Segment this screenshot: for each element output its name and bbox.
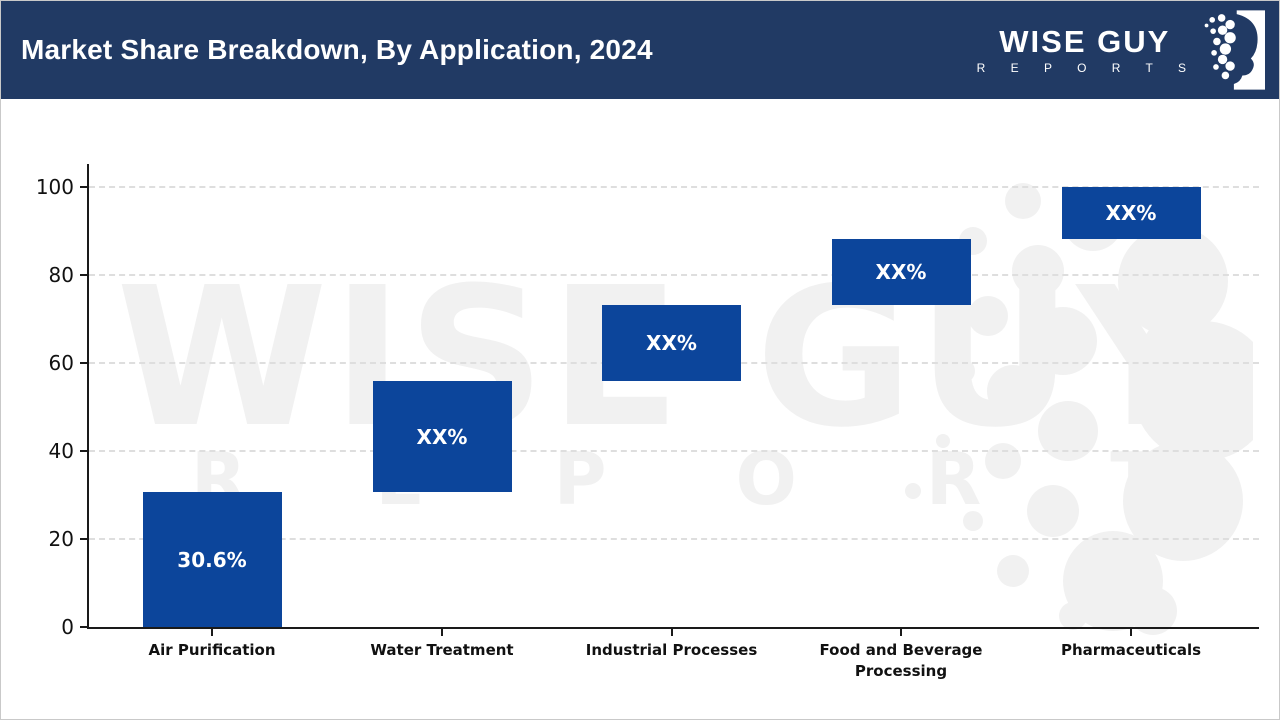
bar-value-label: XX% <box>646 331 697 356</box>
gridline-100 <box>89 186 1259 188</box>
x-category-label: Industrial Processes <box>585 641 758 659</box>
x-axis-tick-4 <box>900 629 902 636</box>
y-axis-tick-0 <box>80 626 87 628</box>
y-axis-label-40: 40 <box>48 439 74 463</box>
logo-face-icon <box>1204 10 1265 90</box>
y-axis-line <box>87 164 89 629</box>
x-category-label: Pharmaceuticals <box>1060 641 1202 659</box>
x-category-label: Water Treatment <box>370 641 514 659</box>
x-category-label: Food and Beverage Processing <box>819 641 983 680</box>
y-axis-tick-20 <box>80 538 87 540</box>
y-axis-tick-80 <box>80 274 87 276</box>
bar-air-purification: 30.6% <box>142 492 282 627</box>
bar-pharmaceuticals: XX% <box>1061 187 1201 239</box>
bar-value-label: XX% <box>1105 200 1157 225</box>
logo-subtext: R E P O R T S <box>976 61 1197 75</box>
y-axis-tick-100 <box>80 186 87 188</box>
y-axis-label-100: 100 <box>35 175 74 199</box>
y-axis-tick-40 <box>80 450 87 452</box>
bar-food-and-beverage-processing: XX% <box>831 238 971 306</box>
bar-value-label: XX% <box>875 260 927 285</box>
y-axis-label-0: 0 <box>61 615 74 639</box>
header-bar: Market Share Breakdown, By Application, … <box>1 1 1279 99</box>
x-axis-tick-2 <box>441 629 443 636</box>
x-axis-tick-1 <box>211 629 213 636</box>
x-axis-tick-3 <box>670 629 673 636</box>
bar-value-label: 30.6% <box>177 547 247 572</box>
y-axis-tick-60 <box>80 362 87 364</box>
gridline-80 <box>89 274 1259 276</box>
bar-industrial-processes: XX% <box>602 305 741 382</box>
x-category-label: Air Purification <box>148 641 276 659</box>
page-title: Market Share Breakdown, By Application, … <box>21 34 653 65</box>
wiseguy-logo: WISE GUY R E P O R T S <box>973 10 1265 90</box>
y-axis-label-20: 20 <box>48 527 74 551</box>
y-axis-label-60: 60 <box>48 351 74 375</box>
logo-wordmark: WISE GUY <box>999 24 1171 59</box>
y-axis-label-80: 80 <box>48 263 74 287</box>
x-axis-tick-5 <box>1130 629 1132 636</box>
bar-water-treatment: XX% <box>372 381 512 493</box>
watermark-subtext: R E P O R T S <box>191 437 1280 521</box>
gridline-20 <box>89 538 1259 540</box>
bar-value-label: XX% <box>416 424 468 449</box>
x-axis-line <box>87 627 1259 629</box>
gridline-40 <box>89 450 1259 452</box>
